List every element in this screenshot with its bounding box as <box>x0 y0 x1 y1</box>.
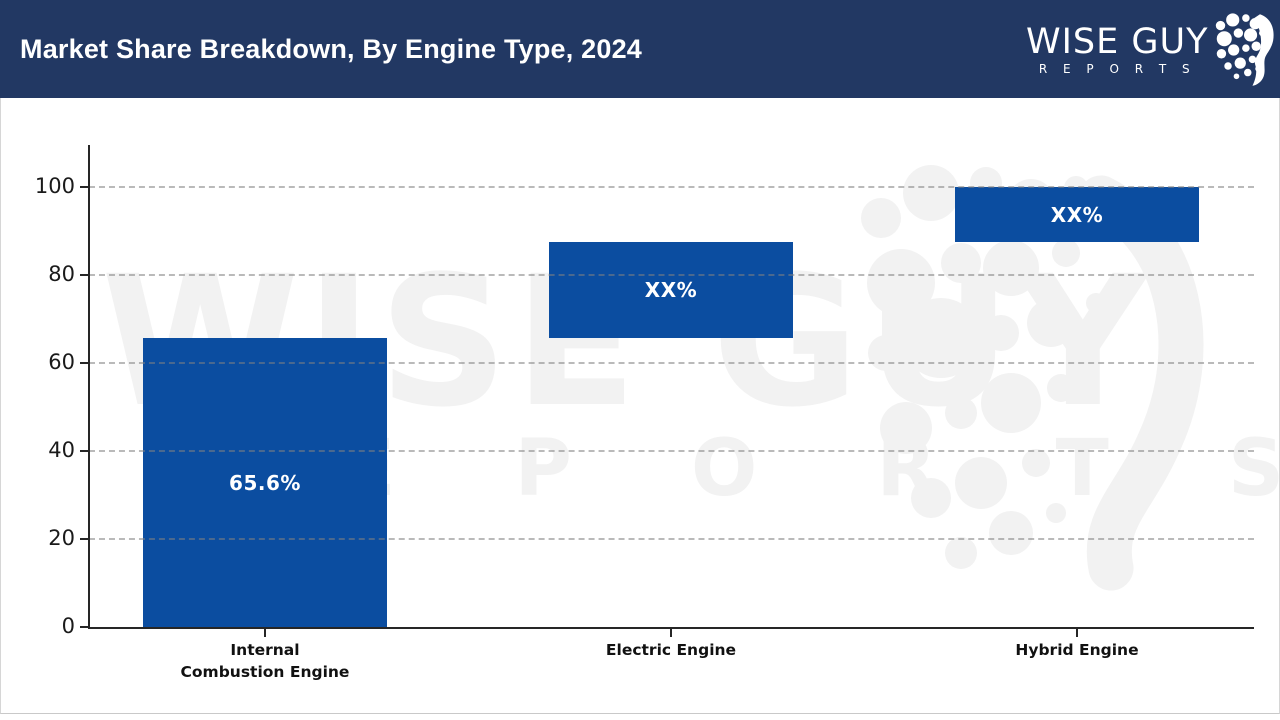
plot-region: 0 20 40 60 80 100 Internal Combustion Engine Ele… <box>1 98 1279 714</box>
y-tick-label-20: 20 <box>48 526 75 550</box>
brand-subtitle: R E P O R T S <box>1038 61 1196 76</box>
brand-logo-text: WISE GUY R E P O R T S <box>1026 24 1209 76</box>
y-tick-60 <box>80 362 88 364</box>
bar-value-label-1: 65.6% <box>229 470 301 495</box>
gridline-100 <box>89 186 1254 188</box>
y-axis <box>88 145 90 629</box>
y-tick-40 <box>80 450 88 452</box>
bar-value-label-2: XX% <box>644 278 698 303</box>
header-bar: Market Share Breakdown, By Engine Type, … <box>0 0 1280 98</box>
bar-2 <box>549 242 793 339</box>
brand-name: WISE GUY <box>1026 22 1209 63</box>
y-tick-0 <box>80 626 88 628</box>
x-category-label-3: Hybrid Engine <box>927 640 1227 662</box>
chart-title: Market Share Breakdown, By Engine Type, … <box>20 33 643 64</box>
chart-area: WISE GUY R E P O R T S 0 20 40 60 80 100 Inter… <box>0 98 1280 714</box>
gridline-60 <box>89 362 1254 364</box>
x-category-label-line: Electric Engine <box>605 641 737 659</box>
x-category-label-line: Hybrid Engine <box>1015 641 1139 659</box>
x-tick-1 <box>264 629 266 637</box>
y-tick-100 <box>80 186 88 188</box>
brand-logo: WISE GUY R E P O R T S <box>1026 8 1274 92</box>
brand-head-icon <box>1215 13 1274 86</box>
bar-3 <box>955 187 1199 242</box>
y-tick-80 <box>80 274 88 276</box>
gridline-40 <box>89 450 1254 452</box>
y-tick-20 <box>80 538 88 540</box>
y-tick-label-100: 100 <box>34 174 75 198</box>
y-tick-label-80: 80 <box>48 262 75 286</box>
y-tick-label-60: 60 <box>48 350 75 374</box>
gridline-80 <box>89 274 1254 276</box>
bar-1 <box>143 338 387 627</box>
gridline-20 <box>89 538 1254 540</box>
x-tick-2 <box>670 629 672 637</box>
x-tick-3 <box>1076 629 1078 637</box>
x-category-label-1: Internal Combustion Engine <box>115 640 415 683</box>
x-category-label-line: Combustion Engine <box>180 662 350 681</box>
y-tick-label-40: 40 <box>48 438 75 462</box>
x-category-label-2: Electric Engine <box>521 640 821 662</box>
y-tick-label-0: 0 <box>61 614 75 638</box>
x-axis <box>88 627 1254 629</box>
bar-value-label-3: XX% <box>1050 202 1104 227</box>
x-category-label-line: Internal <box>230 641 300 659</box>
